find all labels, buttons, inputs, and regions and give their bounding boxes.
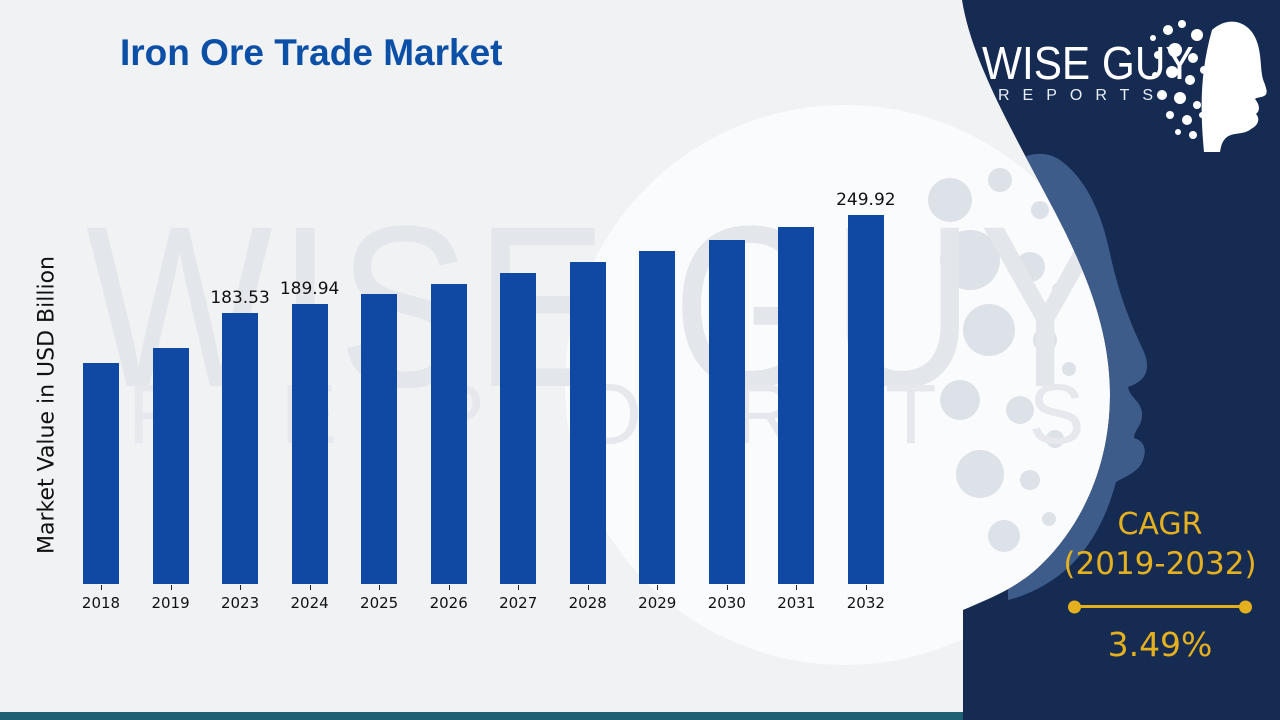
watermark-dot (988, 168, 1012, 192)
x-axis-tick (309, 585, 311, 590)
watermark-subtext: REPORTS (128, 372, 1177, 456)
cagr-value: 3.49% (1107, 625, 1213, 664)
watermark-dot (988, 520, 1020, 552)
bar-group-2027: 2027 (499, 150, 537, 612)
cagr-heading: CAGR (1117, 507, 1203, 542)
watermark-dot (1052, 282, 1068, 298)
x-axis-label: 2024 (290, 594, 329, 612)
watermark-dot (1033, 328, 1057, 352)
watermark-dot (1015, 252, 1045, 282)
x-axis-label: 2028 (568, 594, 607, 612)
bar-2024 (291, 303, 328, 584)
x-axis-tick (448, 585, 450, 590)
bar-2018 (83, 363, 119, 584)
x-axis-tick (587, 585, 589, 590)
bar-group-2019: 2019 (151, 150, 190, 612)
bar-group-2032: 249.92 2032 (836, 150, 895, 612)
x-axis-tick (518, 585, 520, 590)
x-axis-tick (657, 585, 659, 590)
bar-2019 (152, 347, 189, 584)
bar-value-label: 189.94 (279, 278, 340, 299)
x-axis-label: 2026 (429, 594, 468, 612)
bar-group-2023: 183.53 2023 (210, 150, 269, 612)
watermark-dot (928, 178, 972, 222)
logo-name: WISE GUY (982, 37, 1194, 89)
chart-title: Iron Ore Trade Market (120, 32, 503, 73)
watermark-dot (940, 380, 980, 420)
cagr-block: CAGR (2019-2032) 3.49% (1040, 506, 1280, 664)
x-axis-tick (170, 585, 172, 590)
line-endpoint-dot (1239, 600, 1252, 613)
watermark-dot (1006, 396, 1034, 424)
bar-group-2030: 2030 (708, 150, 746, 612)
brand-panel (962, 0, 1280, 720)
bar-2025 (361, 293, 398, 584)
watermark-dot (963, 304, 1015, 356)
watermark-dot (1031, 201, 1049, 219)
bar-2023 (222, 313, 259, 584)
bar-group-2026: 2026 (430, 150, 468, 612)
bar-2030 (708, 239, 745, 584)
bar-chart: 2018 2019 183.53 2023 189.94 2024 2025 2026 2027… (82, 150, 896, 612)
x-axis-label: 2023 (220, 594, 260, 612)
x-axis-tick (240, 585, 242, 590)
x-axis-label: 2025 (360, 594, 399, 612)
bar-2032 (847, 215, 884, 584)
bar-group-2024: 189.94 2024 (280, 150, 339, 612)
bar-2026 (430, 283, 467, 584)
watermark-dot (1062, 362, 1076, 376)
watermark-dot (940, 230, 1000, 290)
bar-2031 (778, 227, 815, 584)
x-axis-label: 2027 (499, 594, 538, 612)
logo-face-icon (1150, 20, 1267, 152)
x-axis-label: 2032 (846, 594, 885, 612)
bar-2029 (639, 251, 676, 584)
x-axis-label: 2018 (81, 594, 121, 612)
y-axis-label: Market Value in USD Billion (34, 255, 60, 555)
x-axis-tick (865, 585, 867, 590)
x-axis-label: 2030 (707, 594, 746, 612)
bar-group-2031: 2031 (777, 150, 815, 612)
x-axis-tick (726, 585, 728, 590)
bar-value-label: 249.92 (836, 190, 896, 210)
cagr-range: (2019-2032) (1063, 546, 1257, 582)
bottom-accent-bar (0, 712, 1280, 720)
bar-group-2029: 2029 (638, 150, 676, 612)
x-axis-label: 2031 (777, 594, 816, 612)
x-axis-tick (379, 585, 381, 590)
logo-subtitle: REPORTS (998, 87, 1167, 104)
bar-2028 (569, 262, 606, 584)
cagr-underline (1068, 600, 1252, 613)
x-axis-tick (101, 585, 102, 590)
watermark-dot (1042, 512, 1056, 526)
watermark-dot (956, 450, 1004, 498)
bar-2027 (500, 273, 537, 584)
x-axis-tick (796, 585, 798, 590)
bar-group-2028: 2028 (569, 150, 607, 612)
bar-group-2018: 2018 (82, 150, 120, 612)
line-endpoint-dot (1068, 600, 1081, 613)
bar-group-2025: 2025 (360, 150, 398, 612)
x-axis-label: 2029 (638, 594, 677, 612)
watermark-dot (1020, 470, 1040, 490)
watermark-dot (1046, 430, 1064, 448)
bar-value-label: 183.53 (210, 288, 270, 308)
x-axis-label: 2019 (151, 594, 190, 612)
